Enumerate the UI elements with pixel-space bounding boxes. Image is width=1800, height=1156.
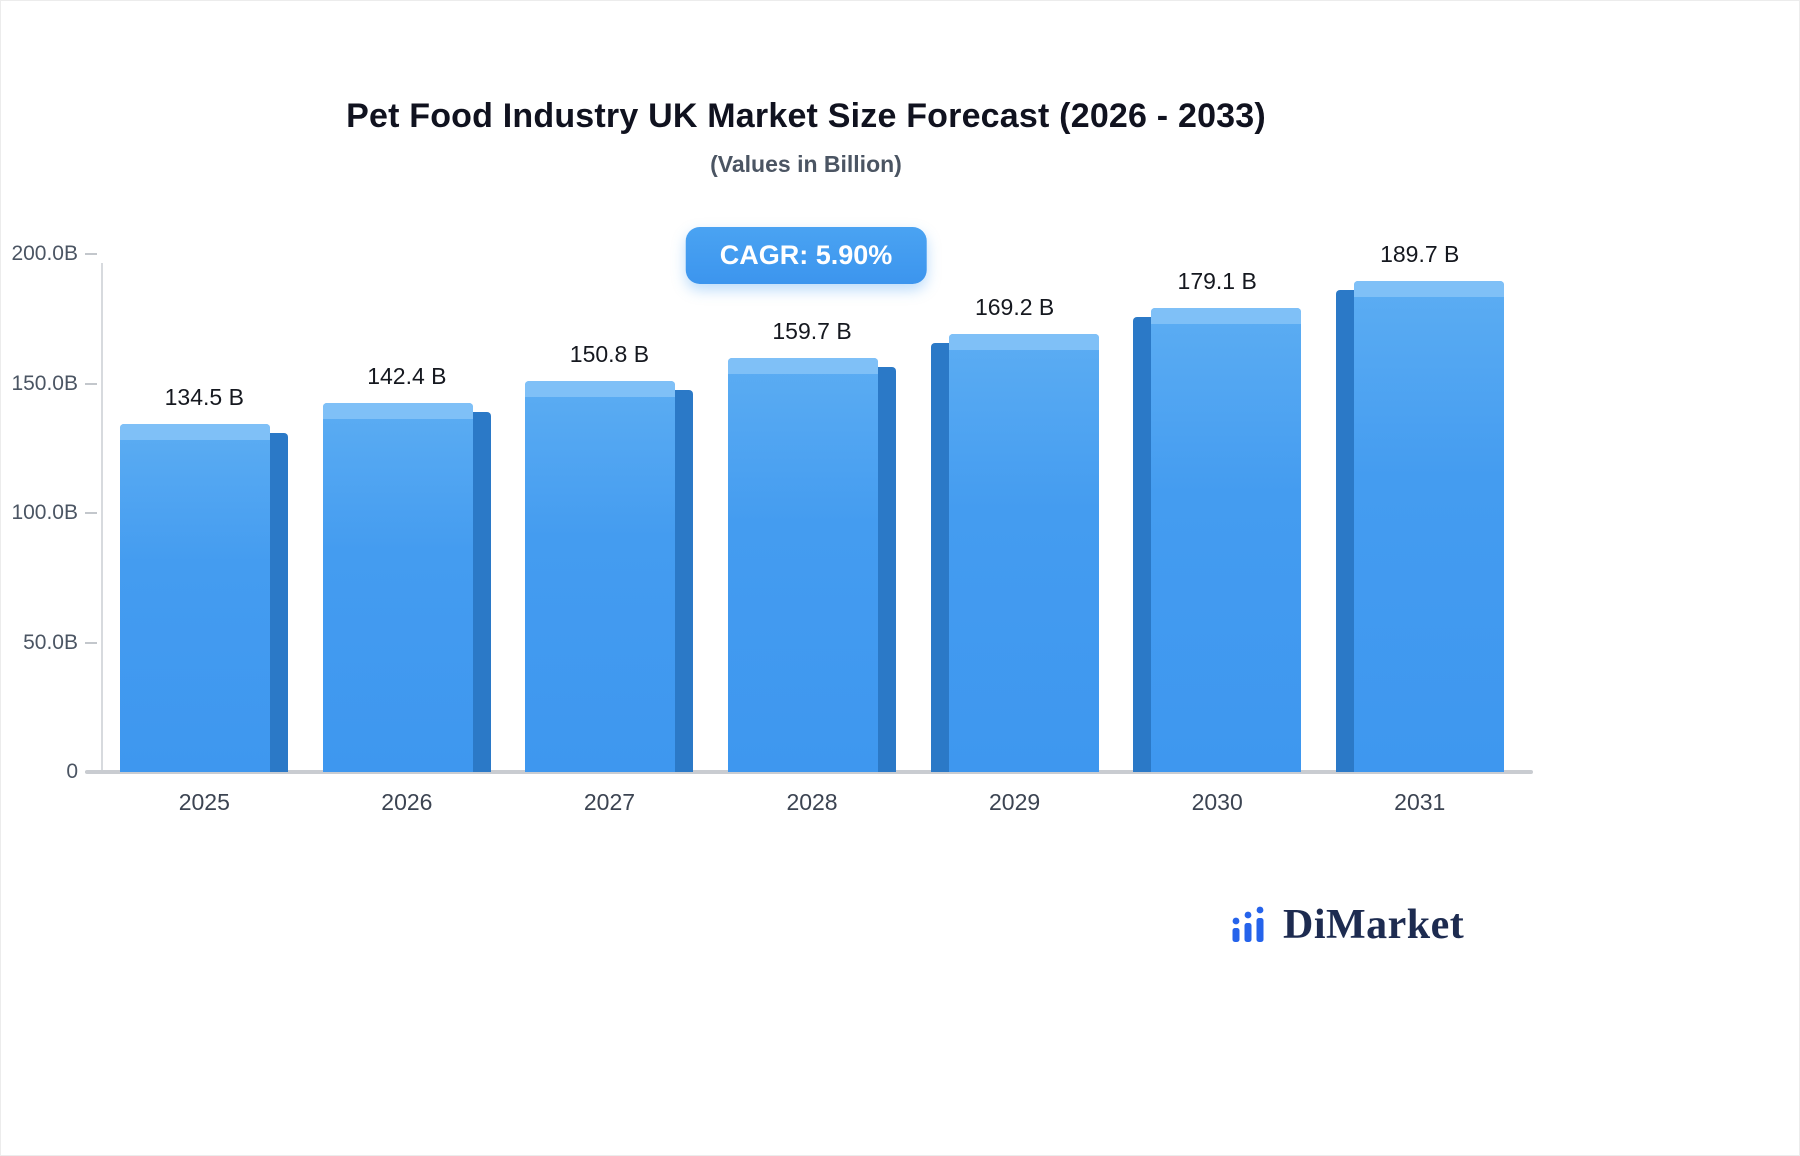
bar-face	[120, 423, 271, 772]
y-tick-label: 50.0B	[23, 630, 78, 654]
bar-side-face	[270, 432, 289, 772]
y-tick: 150.0B	[1, 372, 97, 396]
bar-side-face	[1335, 289, 1354, 772]
bar-value-label: 189.7 B	[1380, 240, 1460, 267]
bar-value-label: 142.4 B	[367, 363, 447, 390]
bar-slot: 142.4 B	[306, 254, 509, 772]
bar-side-face	[675, 390, 694, 772]
bar-face	[1151, 308, 1302, 772]
x-axis: 2025 2026 2027 2028 2029 2030 2031	[103, 789, 1521, 816]
bar-value-label: 159.7 B	[772, 318, 852, 345]
bar-slot: 169.2 B	[913, 254, 1116, 772]
bar	[322, 403, 491, 772]
y-tick: 0	[1, 760, 97, 784]
bar	[1133, 308, 1302, 772]
bar	[728, 358, 897, 772]
bar-top-face	[120, 423, 271, 440]
x-axis-label: 2029	[989, 789, 1041, 815]
bar-top-face	[1353, 280, 1504, 297]
brand-name: DiMarket	[1283, 902, 1465, 948]
y-tick-mark	[85, 512, 97, 514]
bar-value-label: 150.8 B	[569, 341, 650, 368]
y-tick-label: 200.0B	[11, 242, 78, 265]
x-axis-label: 2030	[1191, 789, 1243, 815]
x-axis-label: 2031	[1394, 789, 1446, 815]
y-tick-label: 100.0B	[11, 501, 78, 524]
y-tick-label: 0	[66, 760, 78, 783]
x-axis-label: 2027	[583, 789, 636, 815]
bar-slot: 134.5 B	[103, 254, 306, 772]
y-tick-mark	[85, 382, 97, 385]
x-axis-label: 2028	[786, 789, 838, 815]
bar	[1335, 280, 1504, 772]
bar-top-face	[1151, 308, 1302, 325]
chart-subtitle: (Values in Billion)	[710, 151, 902, 177]
brand-logo: DiMarket	[1229, 901, 1464, 949]
bar	[930, 333, 1099, 772]
bar-side-face	[1133, 317, 1152, 772]
bar-top-face	[948, 333, 1099, 350]
bar-side-face	[930, 342, 949, 772]
bar-slot: 159.7 B	[711, 254, 914, 772]
y-axis: 200.0B 150.0B 100.0B 50.0B 0	[1, 242, 97, 783]
bar-face	[728, 358, 879, 772]
y-axis-line	[101, 263, 103, 772]
bar-face	[322, 403, 473, 772]
x-axis-baseline	[85, 770, 1533, 774]
bar	[525, 381, 694, 772]
bar-value-label: 179.1 B	[1177, 268, 1257, 295]
bars: 134.5 B 142.4 B 150.8 B 159.7 B 169.2 B 179.1…	[103, 241, 1521, 772]
y-tick: 50.0B	[1, 631, 97, 655]
x-axis-label: 2025	[178, 789, 230, 815]
bar-value-label: 134.5 B	[164, 383, 244, 410]
bar-side-face	[878, 367, 897, 772]
bar-chart-icon	[1229, 902, 1271, 949]
chart-title: Pet Food Industry UK Market Size Forecas…	[346, 97, 1266, 135]
bar-side-face	[472, 412, 491, 772]
bar-slot: 150.8 B	[508, 254, 711, 772]
cagr-badge: CAGR: 5.90%	[685, 227, 927, 284]
y-tick: 200.0B	[1, 242, 97, 266]
bar-face	[948, 333, 1099, 772]
bar-top-face	[728, 358, 879, 375]
x-axis-label: 2026	[381, 789, 433, 815]
bar	[120, 423, 289, 772]
bar-slot: 189.7 B	[1318, 241, 1521, 772]
y-tick-label: 150.0B	[11, 371, 78, 395]
y-tick: 100.0B	[1, 501, 97, 525]
y-tick-mark	[85, 641, 97, 644]
bar-value-label: 169.2 B	[974, 293, 1055, 320]
bar-top-face	[322, 403, 473, 420]
bar-face	[1353, 280, 1504, 772]
bar-slot: 179.1 B	[1116, 254, 1319, 772]
bar-top-face	[525, 381, 676, 398]
bar-face	[525, 381, 676, 772]
y-tick-mark	[85, 253, 97, 255]
